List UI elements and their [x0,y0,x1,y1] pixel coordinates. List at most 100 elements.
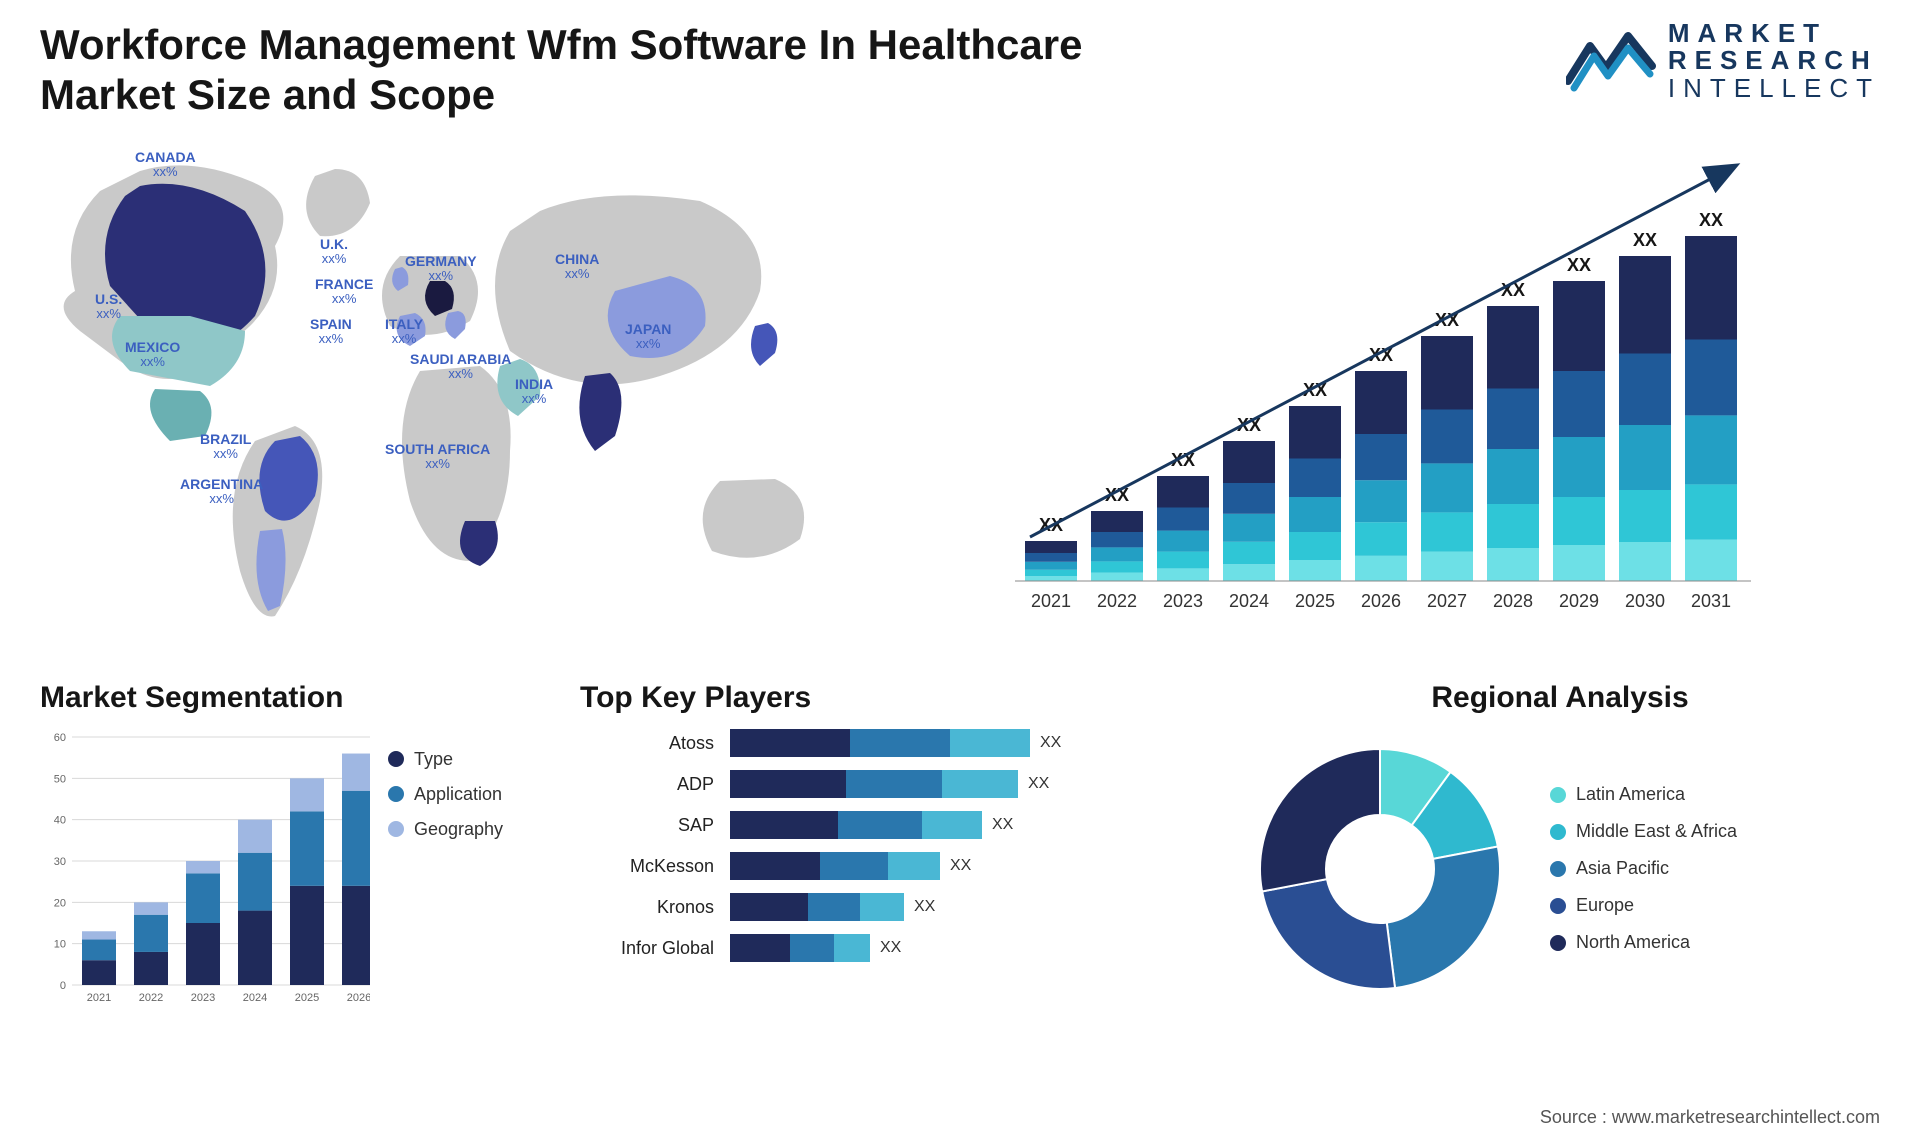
player-bar-segment [730,729,850,757]
legend-swatch-icon [388,786,404,802]
seg-legend-item: Application [388,784,503,805]
map-svg [40,141,920,641]
seg-legend-item: Geography [388,819,503,840]
growth-bar-segment [1025,562,1077,570]
player-label: Infor Global [580,934,714,962]
regional-donut-svg [1240,729,1520,1009]
regional-legend-item: Middle East & Africa [1550,821,1737,842]
growth-bar-segment [1421,551,1473,580]
seg-legend-item: Type [388,749,503,770]
legend-label: Type [414,749,453,770]
growth-bar-segment [1619,256,1671,354]
growth-bar-segment [1223,542,1275,564]
player-bar-row: XX [730,811,1200,839]
player-bar [730,770,1018,798]
legend-label: Geography [414,819,503,840]
player-value-label: XX [880,939,901,957]
donut-slice [1260,749,1380,891]
growth-bar-segment [1619,542,1671,581]
map-label: MEXICOxx% [125,339,180,370]
growth-bar-segment [1025,541,1077,553]
growth-bar-segment [1685,539,1737,580]
growth-bar-segment [1289,532,1341,560]
legend-swatch-icon [1550,898,1566,914]
growth-bar-segment [1157,507,1209,530]
map-label: JAPANxx% [625,321,671,352]
growth-year-label: 2030 [1625,591,1665,611]
regional-panel: Regional Analysis Latin AmericaMiddle Ea… [1240,681,1880,1009]
seg-year-label: 2025 [295,992,319,1004]
growth-bar-segment [1685,484,1737,539]
player-bar-segment [730,770,846,798]
players-bars: XXXXXXXXXXXX [730,729,1200,962]
growth-bar-segment [1157,568,1209,581]
growth-bar-segment [1487,449,1539,504]
player-value-label: XX [1028,775,1049,793]
player-label: Kronos [580,893,714,921]
growth-bar-segment [1355,480,1407,522]
player-label: Atoss [580,729,714,757]
growth-bar-segment [1553,437,1605,497]
growth-bar-segment [1091,561,1143,572]
growth-bar-segment [1355,556,1407,581]
player-bar-row: XX [730,729,1200,757]
growth-bar-segment [1091,511,1143,532]
seg-bar-segment [134,902,168,914]
growth-year-label: 2024 [1229,591,1269,611]
seg-bar-segment [186,861,220,873]
map-label: BRAZILxx% [200,431,251,462]
growth-bar-segment [1487,388,1539,449]
growth-year-label: 2022 [1097,591,1137,611]
seg-bar-segment [238,819,272,852]
growth-year-label: 2027 [1427,591,1467,611]
map-label: FRANCExx% [315,276,373,307]
seg-ytick: 50 [54,773,66,785]
growth-bar-segment [1223,483,1275,514]
seg-year-label: 2021 [87,992,111,1004]
growth-year-label: 2025 [1295,591,1335,611]
source-text: Source : www.marketresearchintellect.com [1540,1107,1880,1128]
seg-bar-segment [82,931,116,939]
seg-bar-segment [342,886,370,985]
player-bar-segment [860,893,904,921]
player-bar-segment [730,934,790,962]
seg-ytick: 20 [54,897,66,909]
seg-bar-segment [134,952,168,985]
growth-bar-segment [1487,504,1539,548]
growth-bar-segment [1487,306,1539,389]
growth-bar-segment [1025,553,1077,562]
seg-bar-segment [186,873,220,923]
growth-bar-segment [1421,336,1473,410]
growth-bar-segment [1091,572,1143,580]
seg-year-label: 2023 [191,992,215,1004]
seg-bar-segment [82,939,116,960]
logo-mark-icon [1566,26,1656,96]
player-bar-row: XX [730,934,1200,962]
player-label: McKesson [580,852,714,880]
player-bar-segment [790,934,834,962]
regional-legend-item: Asia Pacific [1550,858,1737,879]
legend-swatch-icon [1550,787,1566,803]
player-value-label: XX [992,816,1013,834]
growth-bar-segment [1223,564,1275,581]
player-bar [730,934,870,962]
player-bar-segment [846,770,942,798]
player-bar-segment [838,811,922,839]
logo-line3: INTELLECT [1668,75,1880,102]
segmentation-chart-svg: 0102030405060202120222023202420252026 [40,729,370,1009]
player-bar-segment [888,852,940,880]
growth-bar-segment [1157,476,1209,508]
regional-legend: Latin America Middle East & Africa Asia Pa… [1550,784,1737,953]
player-bar-segment [730,811,838,839]
map-label: CANADAxx% [135,149,196,180]
growth-bar-segment [1421,463,1473,512]
growth-year-label: 2026 [1361,591,1401,611]
seg-bar-segment [238,853,272,911]
regional-legend-item: North America [1550,932,1737,953]
player-bar-segment [950,729,1030,757]
growth-bar-label: XX [1567,255,1591,275]
player-bar [730,811,982,839]
legend-label: Middle East & Africa [1576,821,1737,842]
legend-label: Latin America [1576,784,1685,805]
player-bar-segment [834,934,870,962]
